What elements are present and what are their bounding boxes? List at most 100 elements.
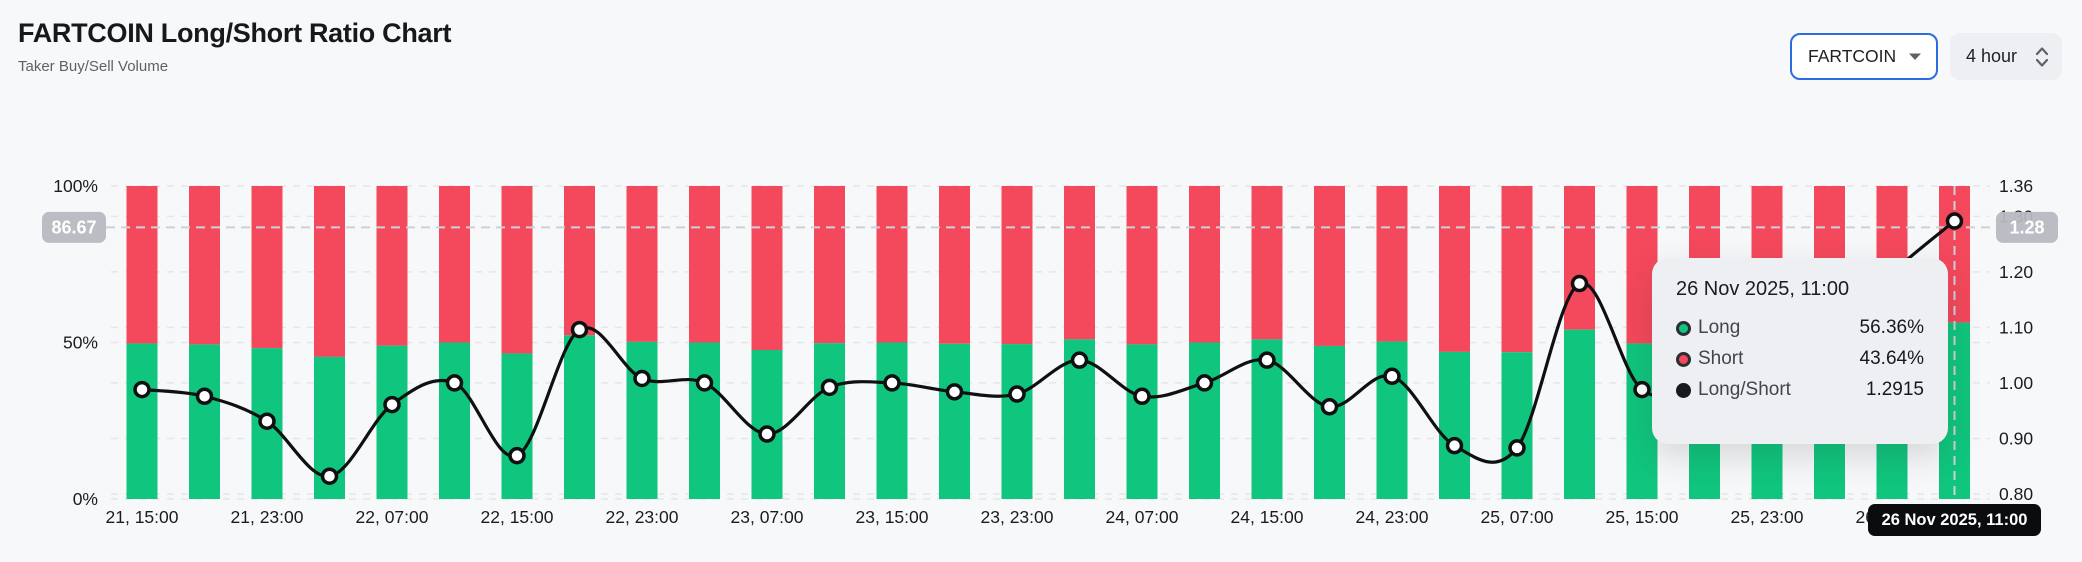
long-bar[interactable]	[1001, 344, 1033, 499]
crosshair-date-badge: 26 Nov 2025, 11:00	[1868, 504, 2041, 536]
ratio-point[interactable]	[195, 387, 214, 406]
crosshair-right-badge	[1996, 211, 2058, 243]
tooltip-row-short: Short 43.64%	[1676, 348, 1924, 370]
crosshair-left-badge	[42, 211, 106, 243]
ratio-point[interactable]	[320, 467, 339, 485]
chart-tooltip: 26 Nov 2025, 11:00 Long 56.36% Short 43.…	[1652, 258, 1948, 444]
ratio-point[interactable]	[1320, 398, 1339, 416]
tooltip-row-ratio: Long/Short 1.2915	[1676, 379, 1924, 401]
short-bar[interactable]	[376, 186, 408, 346]
long-bar[interactable]	[626, 341, 658, 499]
short-marker-icon	[1676, 351, 1691, 367]
tooltip-short-label: Short	[1698, 348, 1744, 369]
long-bar[interactable]	[189, 344, 220, 499]
ratio-point[interactable]	[383, 395, 401, 414]
ratio-point[interactable]	[820, 378, 839, 397]
short-bar[interactable]	[1376, 186, 1408, 342]
long-bar[interactable]	[1439, 351, 1470, 499]
short-bar[interactable]	[1439, 186, 1470, 352]
short-bar[interactable]	[564, 186, 595, 336]
ratio-marker-icon	[1676, 382, 1691, 398]
long-bar[interactable]	[1564, 329, 1595, 499]
long-bar[interactable]	[939, 343, 970, 499]
page-title: FARTCOIN Long/Short Ratio Chart	[18, 18, 452, 48]
ratio-point[interactable]	[570, 320, 589, 339]
tooltip-long-value: 56.36%	[1859, 317, 1924, 338]
tooltip-long-label: Long	[1698, 317, 1741, 338]
right-axis-tick: 0.80	[1999, 484, 2033, 504]
tooltip-timestamp: 26 Nov 2025, 11:00	[1676, 278, 1850, 300]
ratio-point[interactable]	[945, 383, 964, 401]
ratio-point[interactable]	[1070, 351, 1089, 369]
ratio-point[interactable]	[133, 380, 151, 399]
symbol-select[interactable]: FARTCOIN	[1790, 33, 1938, 80]
short-bar[interactable]	[126, 186, 158, 344]
x-axis-tick: 24, 07:00	[1106, 507, 1179, 527]
long-bar[interactable]	[439, 342, 470, 500]
ratio-point[interactable]	[1133, 387, 1151, 406]
short-bar[interactable]	[501, 186, 533, 354]
ratio-point[interactable]	[1570, 274, 1589, 293]
tooltip-ratio-label: Long/Short	[1698, 379, 1791, 400]
ratio-point[interactable]	[1445, 436, 1464, 455]
interval-select[interactable]: 4 hour	[1950, 33, 2062, 80]
ratio-point[interactable]	[1008, 385, 1026, 403]
long-bar[interactable]	[876, 342, 908, 500]
short-bar[interactable]	[1126, 186, 1158, 345]
short-bar[interactable]	[689, 186, 720, 343]
x-axis-tick: 25, 15:00	[1606, 507, 1679, 527]
ratio-point[interactable]	[695, 374, 714, 392]
long-bar[interactable]	[814, 343, 845, 499]
long-bar[interactable]	[1314, 345, 1345, 499]
short-bar[interactable]	[439, 186, 470, 343]
short-bar[interactable]	[751, 186, 783, 351]
long-bar[interactable]	[564, 335, 595, 499]
short-bar[interactable]	[1001, 186, 1033, 345]
short-bar[interactable]	[1189, 186, 1220, 343]
long-bar[interactable]	[1376, 341, 1408, 499]
short-bar[interactable]	[1501, 186, 1533, 353]
right-axis-tick: 1.10	[1999, 317, 2033, 337]
ratio-point[interactable]	[758, 425, 776, 443]
ratio-point[interactable]	[1508, 439, 1526, 457]
long-bar[interactable]	[1126, 344, 1158, 499]
crosshair-left-badge-value: 86.67	[51, 217, 96, 237]
x-axis-tick: 24, 23:00	[1356, 507, 1429, 527]
right-axis-tick: 1.36	[1999, 176, 2033, 196]
x-axis-tick: 25, 23:00	[1731, 507, 1804, 527]
short-bar[interactable]	[876, 186, 908, 343]
long-bar[interactable]	[126, 343, 158, 499]
short-bar[interactable]	[1314, 186, 1345, 346]
ratio-point[interactable]	[1195, 374, 1214, 392]
long-bar[interactable]	[376, 345, 408, 499]
x-axis-tick: 22, 07:00	[356, 507, 429, 527]
ratio-point[interactable]	[1383, 367, 1401, 386]
short-bar[interactable]	[626, 186, 658, 342]
long-bar[interactable]	[1189, 342, 1220, 500]
ratio-point[interactable]	[1633, 380, 1651, 399]
ratio-point[interactable]	[1258, 351, 1276, 369]
right-axis-tick: 1.20	[1999, 262, 2033, 282]
x-axis-tick: 23, 15:00	[856, 507, 929, 527]
short-bar[interactable]	[314, 186, 345, 357]
ratio-point[interactable]	[508, 446, 526, 465]
short-bar[interactable]	[1564, 186, 1595, 330]
ratio-point[interactable]	[1945, 212, 1964, 230]
long-bar[interactable]	[689, 342, 720, 500]
short-bar[interactable]	[1064, 186, 1095, 340]
x-axis-tick: 22, 15:00	[481, 507, 554, 527]
short-bar[interactable]	[189, 186, 220, 345]
ratio-point[interactable]	[883, 374, 901, 392]
ratio-point[interactable]	[258, 412, 276, 430]
x-axis-tick: 24, 15:00	[1231, 507, 1304, 527]
long-bar[interactable]	[751, 350, 783, 499]
short-bar[interactable]	[814, 186, 845, 344]
ratio-point[interactable]	[633, 369, 651, 388]
short-bar[interactable]	[939, 186, 970, 344]
ratio-point[interactable]	[445, 374, 464, 392]
short-bar[interactable]	[251, 186, 283, 349]
long-bar[interactable]	[501, 353, 533, 499]
short-bar[interactable]	[1251, 186, 1283, 340]
